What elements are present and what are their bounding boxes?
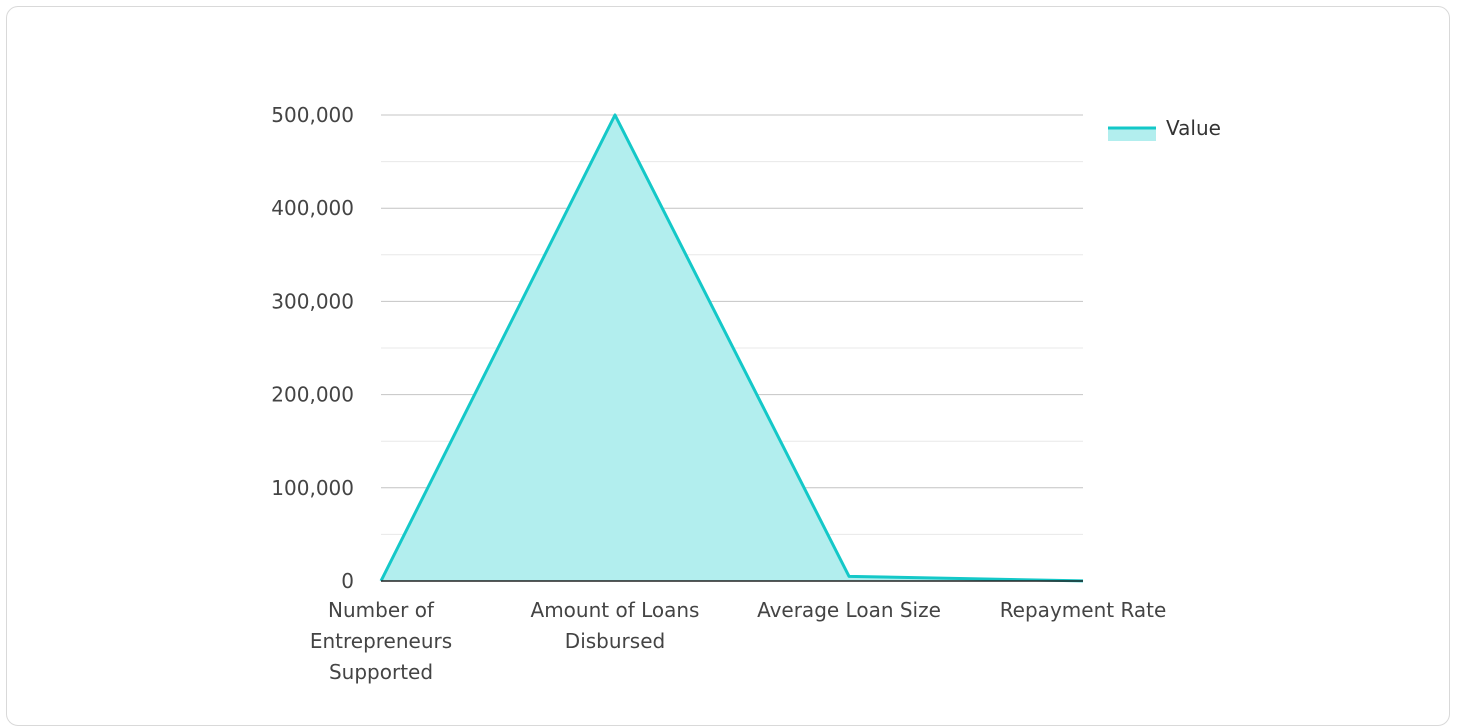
x-tick-label: Average Loan Size xyxy=(757,598,941,622)
legend[interactable]: Value xyxy=(1108,116,1221,141)
y-tick-label: 400,000 xyxy=(271,196,354,220)
area-chart: 0 100,000 200,000 300,000 400,000 500,000 Num… xyxy=(0,0,1458,702)
y-tick-label: 200,000 xyxy=(271,383,354,407)
y-tick-label: 0 xyxy=(341,569,354,593)
y-tick-label: 500,000 xyxy=(271,103,354,127)
legend-swatch-fill xyxy=(1108,128,1156,141)
y-tick-label: 300,000 xyxy=(271,289,354,313)
x-tick-label: Repayment Rate xyxy=(1000,598,1167,622)
y-tick-label: 100,000 xyxy=(271,476,354,500)
y-tick-labels: 0 100,000 200,000 300,000 400,000 500,000 xyxy=(271,103,354,593)
legend-label: Value xyxy=(1166,116,1221,140)
